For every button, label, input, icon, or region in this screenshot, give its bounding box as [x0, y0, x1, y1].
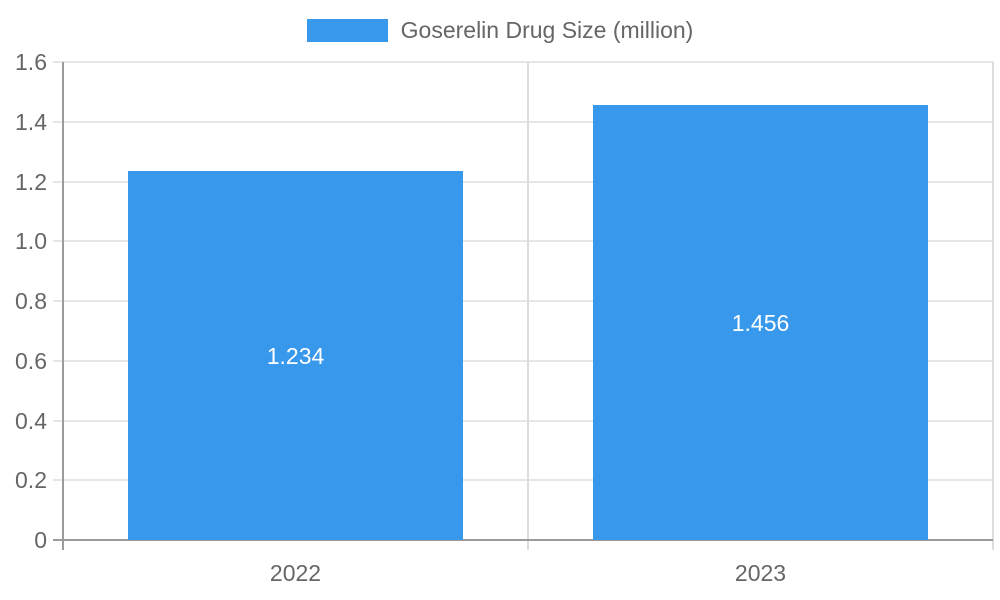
x-axis-line — [53, 539, 993, 541]
x-gridline — [992, 62, 994, 550]
y-tick-label: 0.8 — [15, 288, 47, 314]
legend-label: Goserelin Drug Size (million) — [400, 17, 694, 43]
y-tick-label: 1.0 — [15, 228, 47, 255]
y-tick-label: 1.2 — [15, 168, 47, 195]
y-gridline — [53, 419, 993, 422]
y-gridline — [53, 61, 993, 63]
y-tick-label: 0 — [34, 527, 47, 553]
y-gridline — [53, 180, 993, 183]
y-tick-label: 0.2 — [15, 467, 47, 494]
legend-swatch-icon — [306, 18, 388, 42]
y-axis-line — [62, 62, 64, 550]
y-tick-label: 1.4 — [15, 108, 47, 135]
y-tick-label: 0.6 — [15, 347, 47, 374]
x-gridline — [527, 62, 529, 550]
x-axis-label: 2023 — [734, 560, 787, 586]
legend[interactable]: Goserelin Drug Size (million) — [0, 16, 1000, 44]
bar-2023[interactable] — [593, 105, 928, 540]
bar-value-label: 1.456 — [731, 309, 790, 336]
x-axis-label: 2022 — [269, 560, 322, 586]
y-tick-label: 0.4 — [15, 407, 47, 434]
y-gridline — [53, 120, 993, 123]
y-gridline — [53, 359, 993, 362]
y-gridline — [53, 300, 993, 302]
bar-value-label: 1.234 — [266, 342, 325, 369]
bar-2022[interactable] — [128, 171, 463, 540]
y-tick-label: 1.6 — [15, 49, 47, 75]
y-gridline — [53, 240, 993, 243]
y-gridline — [53, 479, 993, 482]
